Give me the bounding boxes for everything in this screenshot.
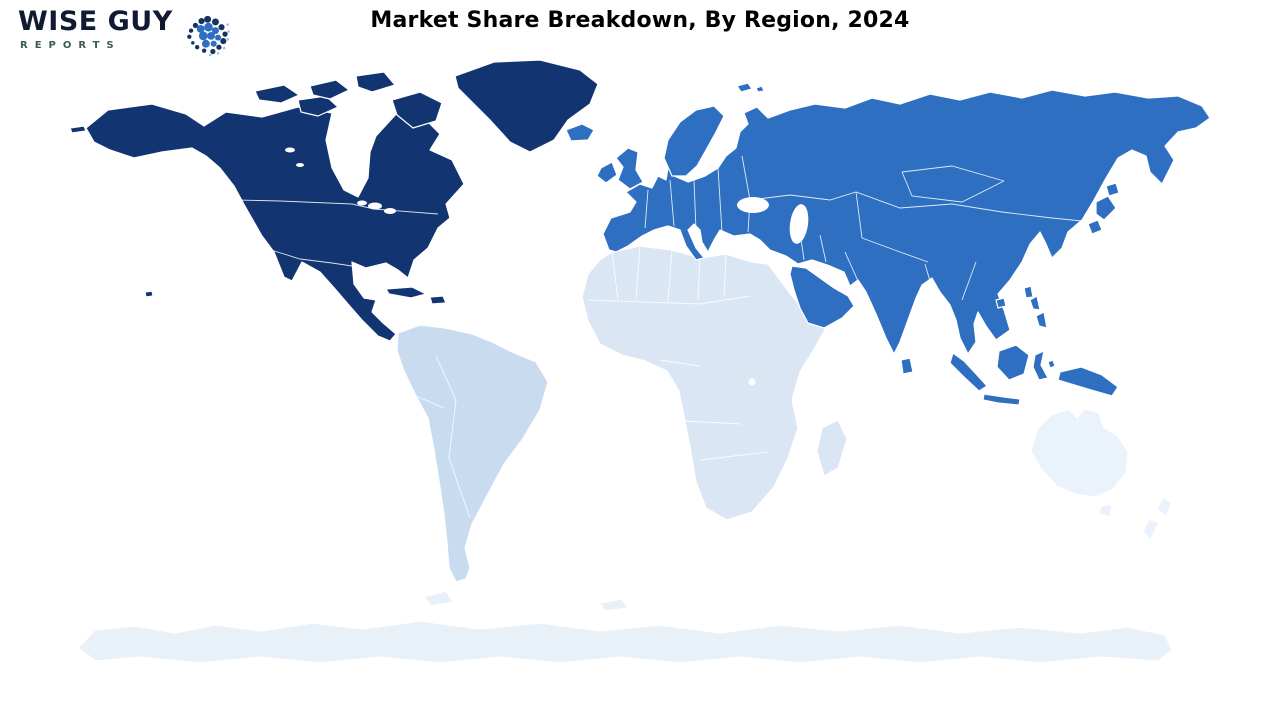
logo-head-dots-light bbox=[208, 23, 230, 57]
region-eurasia bbox=[565, 82, 1211, 406]
logo-wordmark: WISE GUY bbox=[18, 6, 173, 37]
borneo bbox=[996, 344, 1030, 381]
chart-title: Market Share Breakdown, By Region, 2024 bbox=[370, 8, 910, 33]
region-antarctica bbox=[77, 590, 1173, 664]
sri-lanka bbox=[900, 357, 914, 375]
scandinavia bbox=[663, 105, 725, 177]
country-borders bbox=[195, 155, 1083, 519]
logo-text: WISE GUY REPORTS bbox=[18, 6, 173, 52]
arabian-peninsula bbox=[789, 265, 855, 329]
iceland bbox=[565, 123, 595, 142]
logo-subtitle: REPORTS bbox=[20, 40, 121, 52]
caspian-sea bbox=[789, 204, 809, 244]
region-africa bbox=[581, 245, 848, 521]
inland-water bbox=[285, 147, 836, 386]
new-guinea bbox=[1057, 366, 1119, 397]
logo: WISE GUY REPORTS bbox=[18, 6, 232, 60]
java bbox=[982, 393, 1021, 406]
africa-mainland bbox=[581, 245, 829, 521]
borders-africa-south-america bbox=[415, 246, 769, 519]
new-zealand-south bbox=[1142, 518, 1160, 541]
antarctic-islet bbox=[599, 598, 629, 612]
madagascar bbox=[816, 419, 848, 477]
logo-head-dots-blue bbox=[196, 22, 221, 48]
cuba bbox=[385, 286, 427, 299]
japan-hokkaido bbox=[1105, 182, 1120, 197]
borders-eurasia bbox=[644, 155, 1083, 301]
aleutians bbox=[69, 125, 87, 134]
persian-gulf bbox=[808, 264, 836, 284]
borders-north-america bbox=[195, 198, 439, 267]
philippines bbox=[1029, 295, 1048, 329]
great-bear-lake bbox=[285, 147, 295, 153]
arctic-island-2 bbox=[309, 79, 350, 100]
map-regions bbox=[69, 59, 1211, 664]
baffin-island bbox=[391, 91, 443, 129]
greenland bbox=[454, 59, 599, 153]
logo-head-icon bbox=[186, 15, 230, 57]
great-lake-erie-ontario bbox=[384, 208, 396, 214]
tasmania bbox=[1098, 503, 1113, 518]
ireland bbox=[596, 161, 618, 184]
great-lake-michigan-huron bbox=[368, 202, 382, 210]
sumatra bbox=[949, 352, 988, 392]
arctic-island-1 bbox=[254, 84, 300, 104]
antarctica-mainland bbox=[77, 620, 1173, 664]
antarctic-peninsula bbox=[423, 590, 454, 607]
moluccas bbox=[1047, 359, 1056, 369]
australia bbox=[1030, 408, 1129, 498]
great-britain bbox=[615, 147, 644, 190]
new-zealand-north bbox=[1156, 496, 1173, 517]
eurasia-mainland bbox=[602, 89, 1211, 355]
logo-head-dots-navy bbox=[186, 15, 228, 55]
hawaii bbox=[144, 290, 154, 298]
hispaniola bbox=[429, 295, 447, 305]
svalbard bbox=[736, 82, 765, 93]
region-north-america bbox=[69, 59, 599, 355]
region-south-america bbox=[396, 324, 549, 583]
north-america-mainland bbox=[85, 103, 465, 342]
taiwan bbox=[1023, 285, 1034, 299]
black-sea bbox=[737, 197, 769, 213]
sulawesi bbox=[1032, 350, 1049, 381]
hainan bbox=[995, 297, 1007, 309]
great-lake-superior bbox=[357, 200, 367, 206]
south-america-mainland bbox=[396, 324, 549, 583]
arctic-island-3 bbox=[355, 71, 396, 93]
region-oceania bbox=[1030, 408, 1173, 541]
japan-kyushu bbox=[1087, 219, 1103, 235]
lake-victoria bbox=[748, 378, 756, 386]
japan-honshu bbox=[1095, 195, 1117, 221]
great-slave-lake bbox=[296, 163, 304, 167]
